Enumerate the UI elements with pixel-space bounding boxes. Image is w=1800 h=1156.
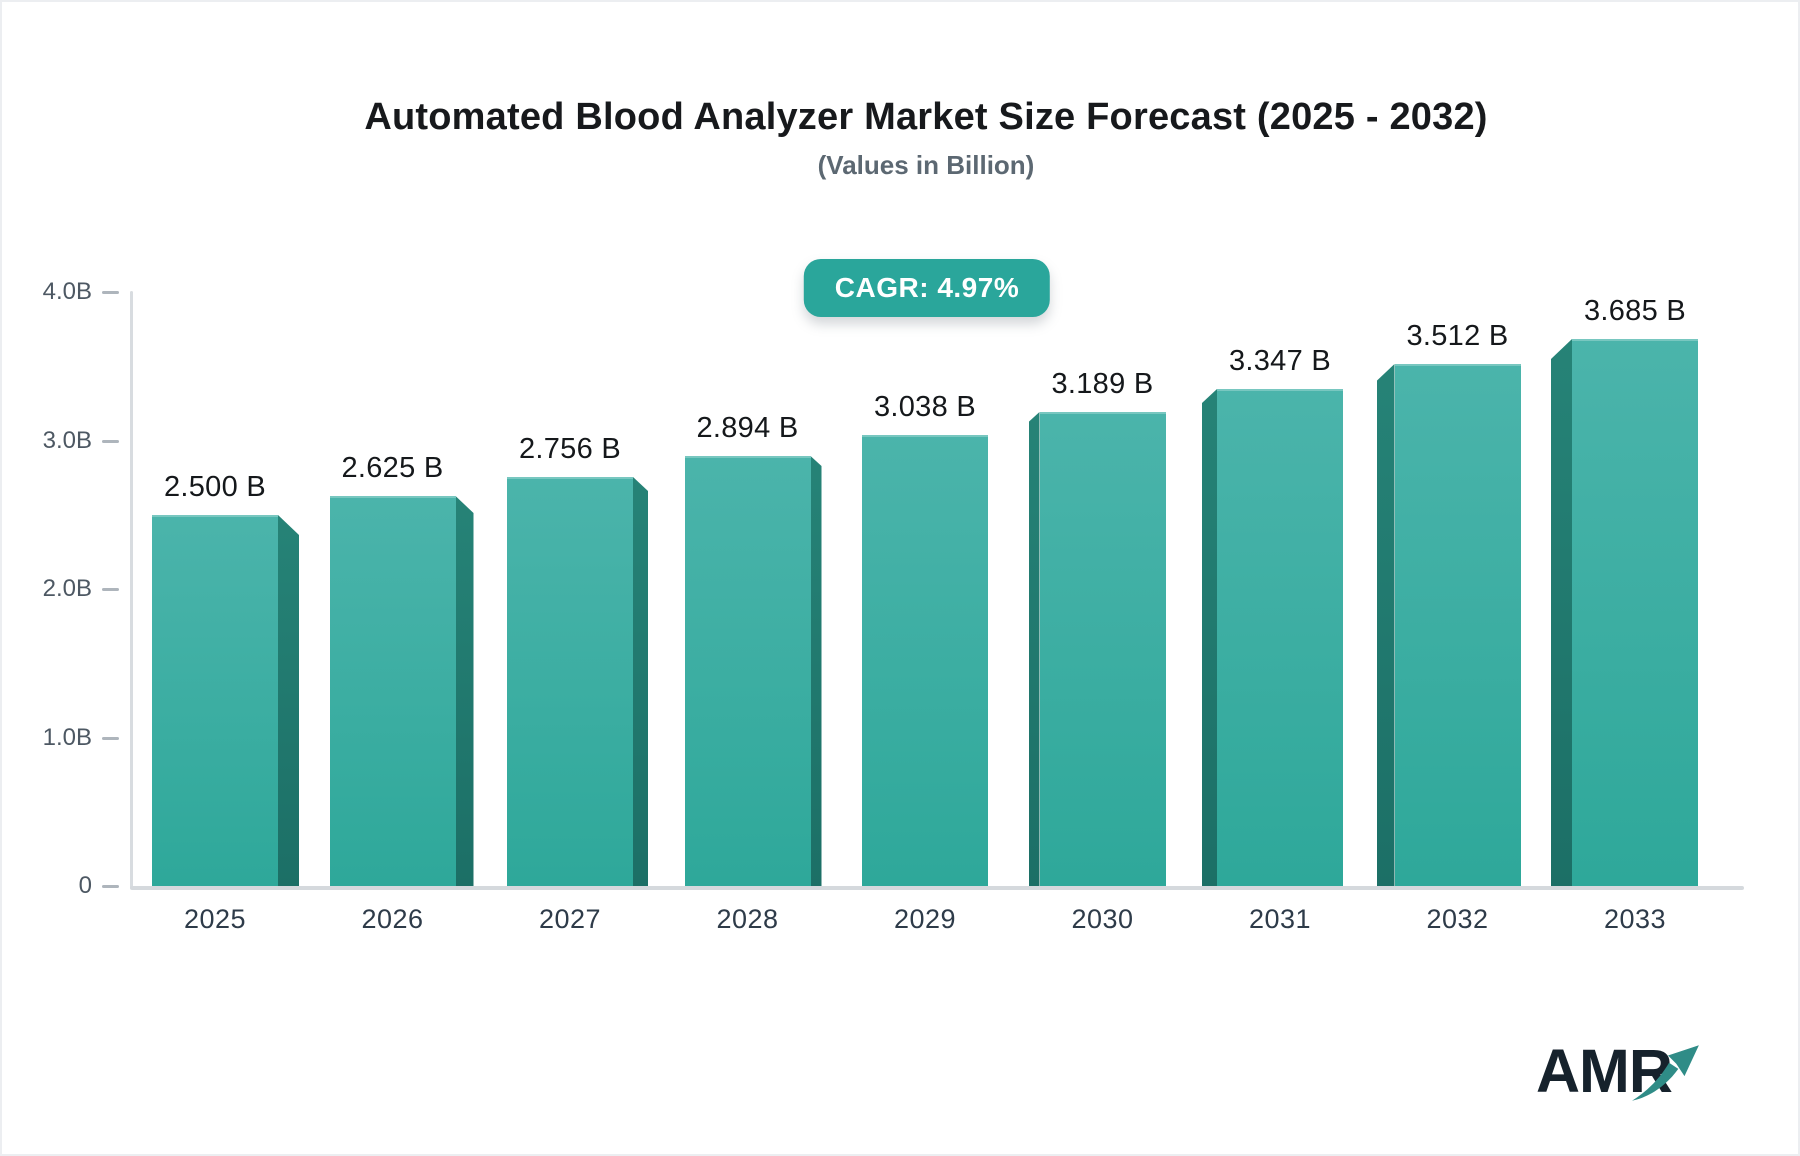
bar-value-label: 2.894 B <box>696 412 799 444</box>
growth-arrow-icon <box>1632 1045 1699 1101</box>
x-axis-label: 2027 <box>538 904 602 934</box>
bar <box>684 456 811 886</box>
bar <box>1039 412 1166 886</box>
bar-3d-side <box>455 496 474 886</box>
bar <box>152 515 278 886</box>
bar-value-label: 3.512 B <box>1406 320 1509 352</box>
bar-3d-side <box>1028 412 1040 886</box>
bar <box>329 496 456 886</box>
x-axis-label: 2025 <box>183 904 247 934</box>
x-axis-label: 2029 <box>893 904 957 934</box>
y-axis-tick-label: 0 <box>78 872 92 899</box>
amr-logo: AMR <box>1536 1040 1712 1110</box>
x-axis-line <box>130 886 1744 890</box>
bar-3d-side <box>810 456 822 886</box>
y-axis-tick-label: 2.0B <box>42 575 92 602</box>
y-axis-tick-label: 4.0B <box>42 278 92 305</box>
bar-3d-side <box>1202 389 1217 886</box>
cagr-badge: CAGR: 4.97% <box>803 259 1051 317</box>
bar <box>862 435 988 886</box>
bar-3d-side <box>1551 339 1572 886</box>
x-axis-label: 2028 <box>716 904 779 934</box>
bar-3d-side <box>633 477 648 886</box>
y-axis-tick <box>102 291 119 294</box>
x-axis-label: 2026 <box>361 904 424 934</box>
y-axis-tick <box>102 736 119 740</box>
y-axis-tick-label: 1.0B <box>42 723 92 751</box>
y-axis-line <box>130 291 133 889</box>
y-axis-tick <box>102 885 119 888</box>
bar-3d-side <box>1376 364 1395 886</box>
x-axis-label: 2033 <box>1603 904 1667 934</box>
y-axis-tick <box>102 439 119 443</box>
bar <box>507 477 633 886</box>
chart-title: Automated Blood Analyzer Market Size For… <box>364 96 1488 138</box>
y-axis-tick <box>102 588 119 591</box>
bar-value-label: 2.625 B <box>341 452 444 484</box>
bar <box>1572 339 1698 886</box>
bar-value-label: 3.189 B <box>1051 368 1154 400</box>
bar-value-label: 3.685 B <box>1583 295 1687 327</box>
bar-value-label: 3.347 B <box>1228 345 1332 377</box>
bar <box>1394 364 1521 886</box>
y-axis-tick-label: 3.0B <box>42 426 92 454</box>
bar-value-label: 2.756 B <box>518 433 622 465</box>
x-axis-label: 2032 <box>1426 904 1489 934</box>
bar <box>1217 389 1343 886</box>
x-axis-label: 2030 <box>1071 904 1134 934</box>
bar-value-label: 2.500 B <box>163 471 267 503</box>
bar-value-label: 3.038 B <box>873 391 977 423</box>
bar-3d-side <box>278 515 299 886</box>
chart-subtitle: (Values in Billion) <box>817 150 1035 180</box>
x-axis-label: 2031 <box>1248 904 1312 934</box>
